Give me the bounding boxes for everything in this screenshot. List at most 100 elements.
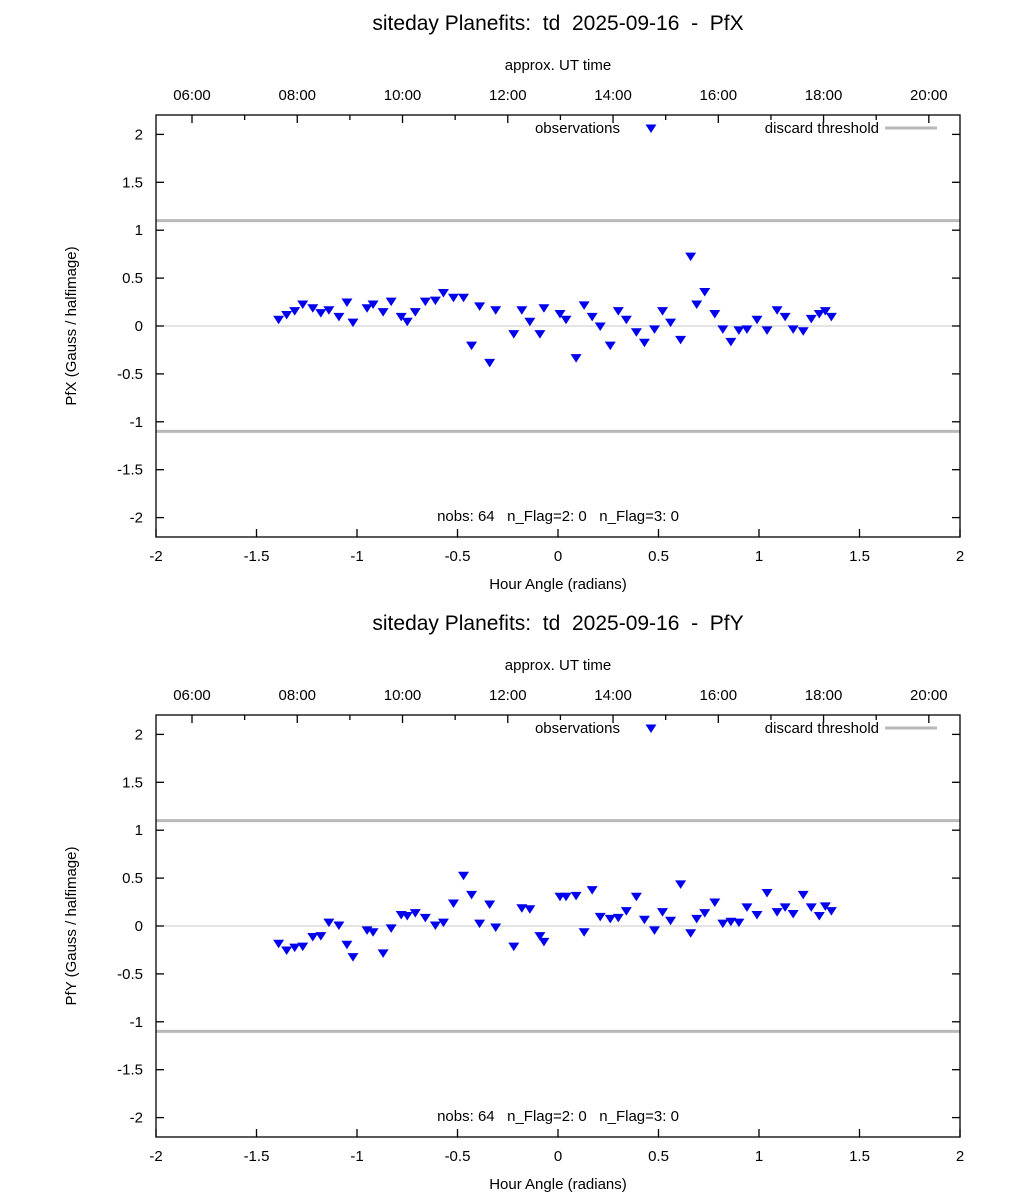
observation-marker <box>630 328 642 337</box>
y-tick-label: 2 <box>135 726 143 743</box>
observation-marker <box>447 293 459 303</box>
y-tick-label: -2 <box>130 510 143 527</box>
observation-marker <box>273 315 285 325</box>
observation-marker <box>458 871 470 881</box>
observation-marker <box>648 325 660 334</box>
ut-tick-label: 06:00 <box>173 687 211 704</box>
ut-tick-label: 16:00 <box>700 87 738 104</box>
y-tick-label: -1 <box>130 414 143 431</box>
chart-title: siteday Planefits: td 2025-09-16 - PfX <box>372 12 744 35</box>
observation-marker <box>779 903 791 912</box>
observation-marker <box>709 310 721 319</box>
x-tick-label: -1 <box>350 1148 363 1165</box>
x-tick-label: 2 <box>956 548 964 565</box>
observation-marker <box>347 318 359 328</box>
observation-marker <box>538 304 550 313</box>
y-tick-label: -2 <box>130 1110 143 1127</box>
observation-marker <box>409 909 421 918</box>
observation-marker <box>733 326 745 335</box>
x-tick-label: -2 <box>149 1148 162 1165</box>
observation-marker <box>751 911 763 920</box>
plot-svg-pfy: -2 -1.5 -1 -0.5 0 0.5 1 1.5 2 -2 -1.5 -1 -0.5 0 0.5 1 1.… <box>117 687 964 1165</box>
observation-marker <box>323 306 335 315</box>
observation-marker <box>665 916 677 926</box>
observation-marker <box>367 300 379 309</box>
observation-marker <box>341 298 353 308</box>
observation-marker <box>281 311 293 320</box>
observation-marker <box>484 900 496 909</box>
y-tick-label: -1.5 <box>117 462 143 479</box>
observation-marker <box>612 913 624 923</box>
observation-marker <box>315 309 327 318</box>
observation-marker <box>429 296 441 306</box>
x-tick-label: 2 <box>956 1148 964 1165</box>
observation-marker <box>490 923 502 932</box>
observation-marker <box>361 304 373 313</box>
x-tick-label: 0 <box>554 1148 562 1165</box>
observation-marker <box>474 919 486 929</box>
observation-marker <box>333 921 345 931</box>
ut-tick-label: 18:00 <box>805 687 843 704</box>
observation-marker <box>691 914 703 924</box>
observation-marker <box>725 337 737 347</box>
chart-section-pfy: -2 -1.5 -1 -0.5 0 0.5 1 1.5 2 -2 -1.5 -1 -0.5 0 0.5 1 1.… <box>0 600 1024 1200</box>
plot-svg-pfx: -2 -1.5 -1 -0.5 0 0.5 1 1.5 2 -2 -1.5 -1 -0.5 0 0.5 1 1.… <box>117 87 964 565</box>
observation-marker <box>741 903 753 912</box>
observation-marker <box>297 300 309 309</box>
x-tick-label: 1 <box>755 1148 763 1165</box>
observation-marker <box>825 312 837 322</box>
nobs-annotation: nobs: 64 n_Flag=2: 0 n_Flag=3: 0 <box>437 1108 679 1125</box>
legend-threshold-label: discard threshold <box>765 120 879 137</box>
ut-time-axis-label: approx. UT time <box>504 57 612 74</box>
y-tick-label: 0.5 <box>122 870 143 887</box>
observation-marker <box>638 338 650 348</box>
observation-marker <box>787 325 799 334</box>
observation-marker <box>437 918 449 928</box>
observation-marker <box>409 308 421 317</box>
observation-marker <box>819 902 831 911</box>
ut-tick-label: 14:00 <box>594 87 632 104</box>
y-tick-label: -1.5 <box>117 1062 143 1079</box>
observation-marker <box>717 919 729 929</box>
legend-threshold-label: discard threshold <box>765 720 879 737</box>
observation-marker <box>437 288 449 298</box>
ut-time-axis-label: approx. UT time <box>504 657 612 674</box>
x-tick-label: -1 <box>350 548 363 565</box>
observation-marker <box>630 892 642 902</box>
observation-marker <box>367 928 379 937</box>
observation-marker <box>377 949 389 958</box>
observation-marker <box>771 908 783 917</box>
observation-marker <box>570 891 582 901</box>
observation-marker <box>347 953 359 962</box>
observation-marker <box>516 904 528 913</box>
ut-tick-label: 10:00 <box>384 687 422 704</box>
observation-marker <box>685 929 697 938</box>
ut-tick-label: 08:00 <box>278 687 316 704</box>
observation-marker <box>429 921 441 931</box>
observation-marker <box>709 898 721 908</box>
x-tick-label: -1.5 <box>244 548 270 565</box>
observation-marker <box>385 297 397 307</box>
observation-marker <box>578 301 590 310</box>
observation-marker <box>586 886 598 895</box>
observation-marker <box>323 918 335 928</box>
observation-marker <box>560 315 572 325</box>
observation-marker <box>741 325 753 334</box>
x-tick-label: 0 <box>554 548 562 565</box>
observation-marker <box>554 310 566 319</box>
observation-marker <box>474 302 486 311</box>
x-tick-label: -0.5 <box>445 548 471 565</box>
y-tick-label: 0 <box>135 918 143 935</box>
observation-marker <box>761 326 773 335</box>
legend-observations-label: observations <box>535 720 620 737</box>
observation-marker <box>578 928 590 937</box>
observation-marker <box>685 252 697 262</box>
ut-tick-label: 06:00 <box>173 87 211 104</box>
y-tick-label: 1.5 <box>122 774 143 791</box>
observation-marker <box>401 911 413 921</box>
observation-marker <box>289 943 301 953</box>
observation-marker <box>717 325 729 334</box>
observation-marker <box>419 297 431 307</box>
observation-marker <box>594 322 606 331</box>
y-tick-label: 1 <box>135 822 143 839</box>
